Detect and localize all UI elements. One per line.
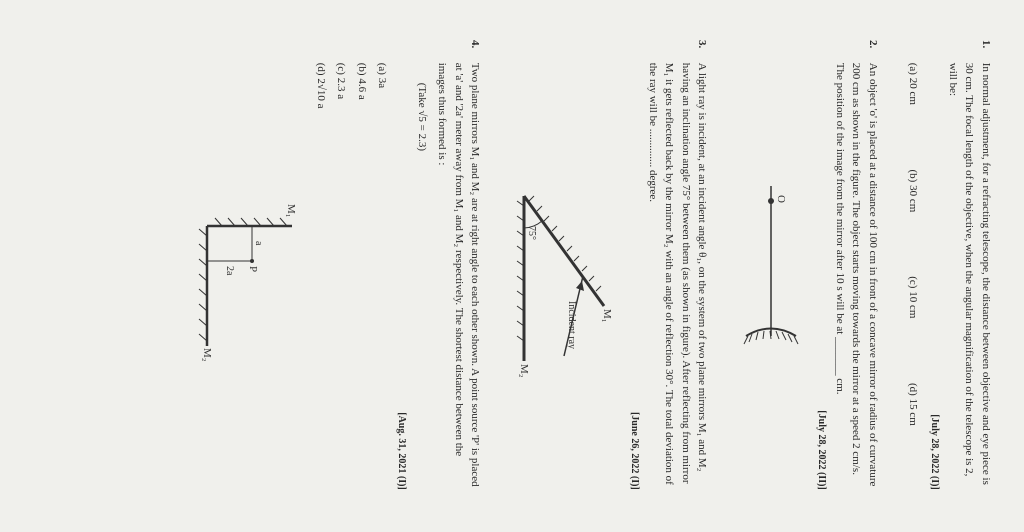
q4-diagram: M₁ M₂ a 2a P [193, 63, 303, 490]
q1-opt-c: (c) 10 cm [903, 276, 924, 383]
object-label: O [776, 195, 788, 203]
q1-date: [July 28, 2022 (I)] [928, 63, 943, 490]
q2-number: 2. [865, 40, 882, 60]
q1-text: In normal adjustment, for a refracting t… [947, 63, 992, 485]
q4-text: Two plane mirrors M₁ and M₂ are at right… [437, 63, 482, 487]
q4-opt-c: (c) 2.3 a [331, 63, 352, 490]
svg-text:M₂: M₂ [519, 364, 531, 378]
q1-number: 1. [978, 40, 995, 60]
q2-diagram: O [737, 63, 807, 490]
svg-text:75°: 75° [527, 226, 538, 240]
question-3: 3. A light ray is incident, at an incide… [502, 40, 711, 492]
svg-text:2a: 2a [225, 266, 236, 276]
q1-options: (a) 20 cm (b) 30 cm (c) 10 cm (d) 15 cm [903, 63, 924, 490]
svg-text:M₂: M₂ [202, 348, 214, 362]
q1-opt-b: (b) 30 cm [903, 170, 924, 277]
question-2: 2. An object 'o' is placed at a distance… [729, 40, 882, 492]
q2-text: An object 'o' is placed at a distance of… [834, 63, 879, 487]
q1-body: In normal adjustment, for a refracting t… [899, 63, 994, 490]
concave-mirror-svg: O [737, 166, 807, 386]
q4-options: (a) 3a (b) 4.6 a (c) 2.3 a (d) 2√10 a [311, 63, 393, 490]
q1-opt-a: (a) 20 cm [903, 63, 924, 170]
q1-opt-d: (d) 15 cm [903, 383, 924, 490]
q4-opt-d: (d) 2√10 a [311, 63, 332, 490]
q3-text: A light ray is incident, at an incident … [647, 63, 709, 485]
svg-text:M₁: M₁ [286, 204, 298, 218]
svg-text:M₁: M₁ [602, 309, 614, 323]
question-4: 4. Two plane mirrors M₁ and M₂ are at ri… [185, 40, 484, 492]
svg-text:P: P [248, 266, 260, 272]
question-1: 1. In normal adjustment, for a refractin… [899, 40, 994, 492]
svg-text:Incident ray: Incident ray [567, 301, 578, 349]
q3-diagram: M₁ M₂ 75° Incident ray [510, 63, 620, 490]
document-page: 1. In normal adjustment, for a refractin… [0, 0, 1024, 532]
svg-text:a: a [254, 241, 265, 246]
q2-body: An object 'o' is placed at a distance of… [729, 63, 882, 490]
q3-date: [June 26, 2022 (I)] [628, 63, 643, 490]
q4-opt-b: (b) 4.6 a [352, 63, 373, 490]
q3-number: 3. [694, 40, 711, 60]
q4-date: [Aug. 31, 2021 (I)] [395, 63, 410, 490]
q4-number: 4. [467, 40, 484, 60]
two-mirrors-svg: M₁ M₂ 75° Incident ray [510, 166, 620, 386]
q2-date: [July 28, 2022 (II)] [815, 63, 830, 490]
q4-opt-a: (a) 3a [372, 63, 393, 490]
right-angle-mirrors-svg: M₁ M₂ a 2a P [193, 186, 303, 366]
q4-body: Two plane mirrors M₁ and M₂ are at right… [185, 63, 484, 490]
q4-take: (Take √5 = 2.3) [414, 83, 431, 490]
q3-body: A light ray is incident, at an incident … [502, 63, 711, 490]
